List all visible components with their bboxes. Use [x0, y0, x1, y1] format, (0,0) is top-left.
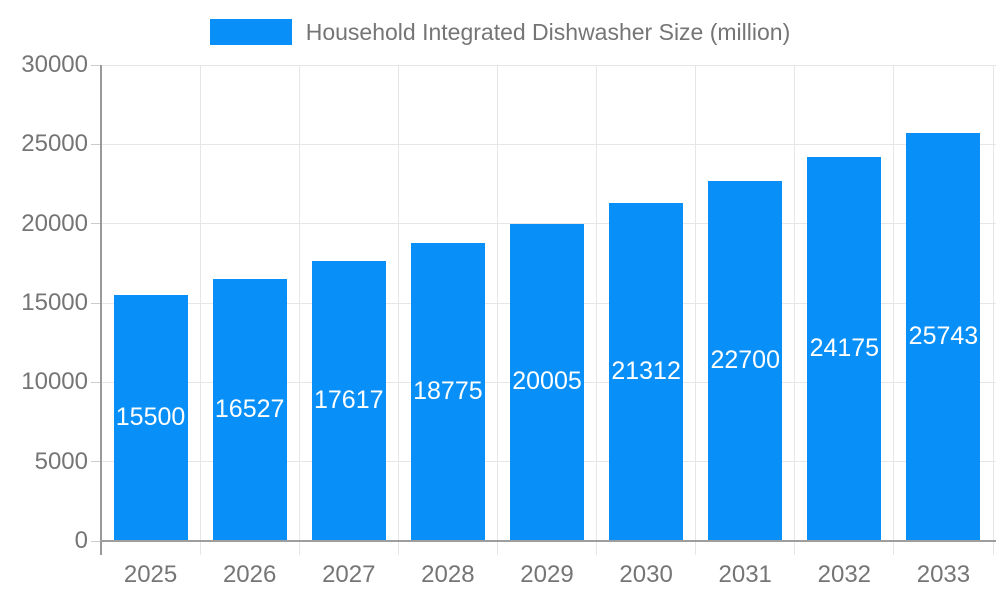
y-axis-tick-label: 30000	[21, 51, 88, 78]
bar-value-label: 22700	[710, 345, 780, 374]
y-axis-tick-label: 0	[74, 527, 88, 554]
y-gridline	[101, 64, 996, 66]
x-axis-tick-label: 2031	[718, 561, 772, 588]
y-axis-tick-label: 20000	[21, 209, 88, 237]
bar-value-label: 21312	[611, 356, 681, 385]
bar-value-label: 24175	[809, 334, 880, 363]
x-gridline	[992, 65, 994, 555]
bar	[609, 202, 684, 541]
x-gridline	[397, 65, 399, 555]
bar	[906, 132, 981, 541]
y-gridline	[101, 143, 996, 145]
y-axis-tick-label: 5000	[34, 447, 88, 475]
x-gridline	[298, 65, 300, 555]
bar-value-label: 16527	[214, 394, 285, 423]
x-gridline	[596, 65, 598, 555]
x-gridline	[794, 65, 796, 555]
y-axis-tick	[91, 302, 101, 304]
y-axis-tick-label: 25000	[21, 130, 88, 158]
x-axis-tick-label: 2029	[520, 561, 574, 588]
bar	[113, 295, 188, 541]
y-axis-tick-label: 10000	[21, 368, 88, 396]
bar-value-label: 25743	[908, 321, 979, 350]
y-axis-tick	[91, 461, 101, 463]
legend-label: Household Integrated Dishwasher Size (mi…	[305, 18, 791, 45]
bar	[807, 157, 882, 541]
x-axis-tick-label: 2025	[123, 561, 178, 588]
bar	[212, 278, 287, 541]
x-axis-tick-label: 2028	[421, 561, 475, 588]
y-axis-tick	[91, 223, 101, 225]
x-gridline	[695, 65, 697, 555]
x-gridline	[893, 65, 895, 555]
bar	[708, 180, 783, 541]
x-gridline	[199, 65, 201, 555]
x-axis-tick-label: 2027	[322, 561, 376, 588]
bar-value-label: 17617	[314, 386, 384, 415]
y-axis-tick	[91, 381, 101, 383]
bar-value-label: 18775	[413, 377, 483, 406]
y-axis-line	[100, 65, 102, 555]
y-axis-tick	[91, 540, 101, 542]
bar-value-label: 15500	[115, 403, 186, 432]
x-axis-tick-label: 2033	[916, 561, 971, 588]
bar	[311, 261, 386, 541]
x-axis-tick-label: 2026	[222, 561, 277, 588]
x-gridline	[496, 65, 498, 555]
bar	[510, 223, 584, 541]
x-axis-line	[100, 540, 996, 542]
bar-value-label: 20005	[512, 367, 582, 396]
x-axis-tick-label: 2032	[817, 561, 872, 588]
y-axis-tick-label: 15000	[21, 289, 88, 316]
y-axis-tick	[91, 64, 101, 66]
legend-swatch	[209, 19, 292, 45]
chart-legend: Household Integrated Dishwasher Size (mi…	[0, 16, 1000, 48]
x-axis-tick-label: 2030	[619, 561, 673, 588]
y-axis-tick	[91, 143, 101, 145]
bar	[410, 243, 485, 541]
